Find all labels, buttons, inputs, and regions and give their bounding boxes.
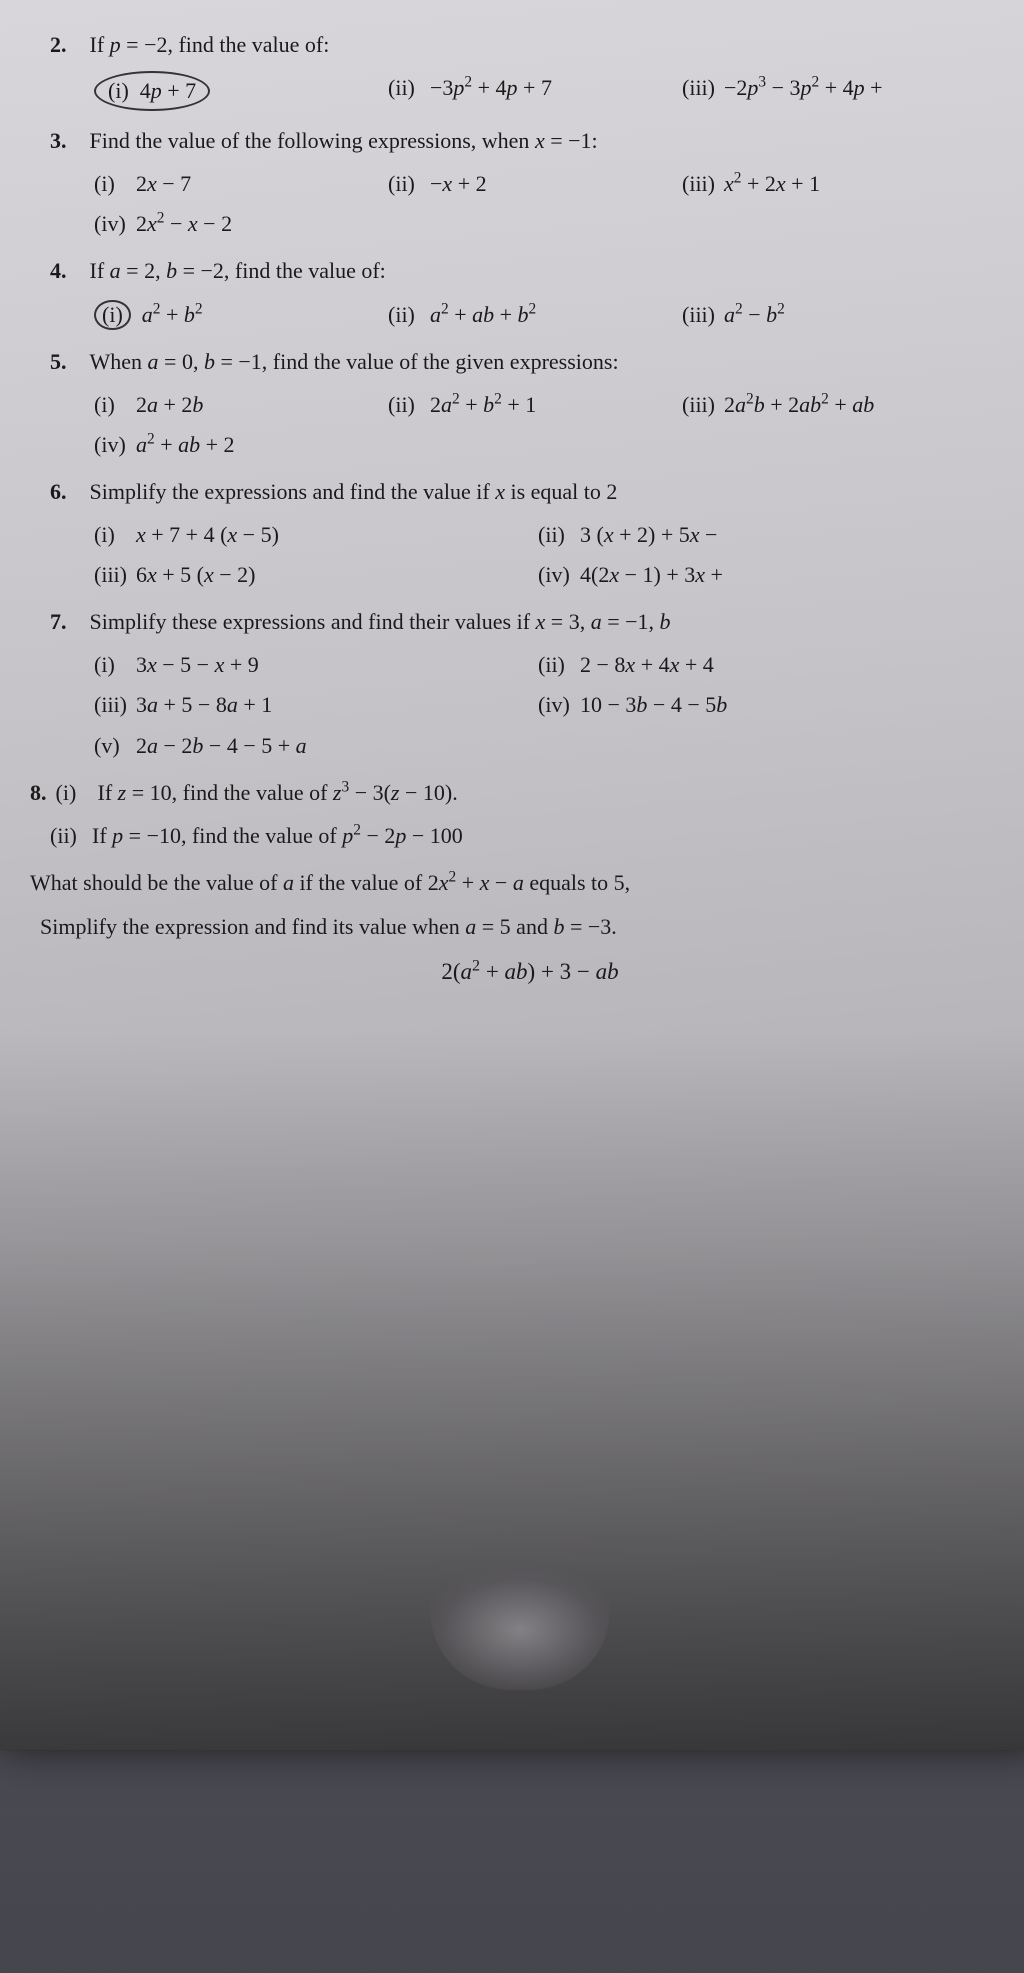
- q5-parts: (i)2a + 2b (ii)2a2 + b2 + 1 (iii)2a2b + …: [94, 385, 1010, 465]
- q3-part-iii: (iii)x2 + 2x + 1: [682, 167, 962, 201]
- qnum-7: 7.: [50, 605, 84, 639]
- q6-part-ii: (ii)3 (x + 2) + 5x −: [538, 518, 968, 552]
- q6-part-i: (i)x + 7 + 4 (x − 5): [94, 518, 524, 552]
- exercise-page: 2. If p = −2, find the value of: (i) 4p …: [0, 0, 1024, 1750]
- oval-mark: (i) 4p + 7: [94, 71, 210, 111]
- qnum-4: 4.: [50, 254, 84, 288]
- q7-part-iii: (iii)3a + 5 − 8a + 1: [94, 688, 524, 722]
- q5-part-ii: (ii)2a2 + b2 + 1: [388, 388, 668, 422]
- q2-part-iii: (iii)−2p3 − 3p2 + 4p +: [682, 71, 962, 111]
- qstem-5: When a = 0, b = −1, find the value of th…: [90, 345, 970, 379]
- q7-parts: (i)3x − 5 − x + 9 (ii)2 − 8x + 4x + 4 (i…: [94, 645, 1010, 765]
- q3-part-iv: (iv)2x2 − x − 2: [94, 207, 374, 241]
- question-5: 5. When a = 0, b = −1, find the value of…: [50, 345, 1010, 379]
- question-10: Simplify the expression and find its val…: [40, 910, 1010, 944]
- qnum-5: 5.: [50, 345, 84, 379]
- q3-parts: (i)2x − 7 (ii)−x + 2 (iii)x2 + 2x + 1 (i…: [94, 164, 1010, 244]
- q7-part-i: (i)3x − 5 − x + 9: [94, 648, 524, 682]
- qnum-6: 6.: [50, 475, 84, 509]
- question-7: 7. Simplify these expressions and find t…: [50, 605, 1010, 639]
- q8-part-ii: (ii)If p = −10, find the value of p2 − 2…: [50, 819, 910, 853]
- question-3: 3. Find the value of the following expre…: [50, 124, 1010, 158]
- qnum-2: 2.: [50, 28, 84, 62]
- q8-parts: (ii)If p = −10, find the value of p2 − 2…: [50, 816, 1010, 856]
- q2-part-ii: (ii)−3p2 + 4p + 7: [388, 71, 668, 111]
- q4-part-ii: (ii)a2 + ab + b2: [388, 298, 668, 332]
- q6-part-iv: (iv)4(2x − 1) + 3x +: [538, 558, 968, 592]
- roman: (ii): [388, 71, 430, 105]
- q2-part-i: (i) 4p + 7: [94, 71, 374, 111]
- q5-part-i: (i)2a + 2b: [94, 388, 374, 422]
- qstem-6: Simplify the expressions and find the va…: [90, 475, 970, 509]
- qstem-4: If a = 2, b = −2, find the value of:: [90, 254, 970, 288]
- question-2: 2. If p = −2, find the value of:: [50, 28, 1010, 62]
- q4-parts: (i) a2 + b2 (ii)a2 + ab + b2 (iii)a2 − b…: [94, 295, 1010, 335]
- q3-part-ii: (ii)−x + 2: [388, 167, 668, 201]
- qstem-3: Find the value of the following expressi…: [90, 124, 970, 158]
- q6-parts: (i)x + 7 + 4 (x − 5) (ii)3 (x + 2) + 5x …: [94, 515, 1010, 595]
- qstem-7: Simplify these expressions and find thei…: [90, 605, 970, 639]
- qnum-8: 8.: [30, 776, 50, 810]
- q8-part-i: (i)If z = 10, find the value of z3 − 3(z…: [56, 776, 936, 810]
- q7-part-ii: (ii)2 − 8x + 4x + 4: [538, 648, 968, 682]
- q3-part-i: (i)2x − 7: [94, 167, 374, 201]
- circled-mark: (i): [94, 300, 131, 330]
- qnum-3: 3.: [50, 124, 84, 158]
- q5-part-iv: (iv)a2 + ab + 2: [94, 428, 374, 462]
- q2-parts: (i) 4p + 7 (ii)−3p2 + 4p + 7 (iii)−2p3 −…: [94, 68, 1010, 114]
- page-curl: [430, 1570, 610, 1690]
- question-9: What should be the value of a if the val…: [30, 866, 1010, 900]
- q7-part-v: (v)2a − 2b − 4 − 5 + a: [94, 729, 524, 763]
- q6-part-iii: (iii)6x + 5 (x − 2): [94, 558, 524, 592]
- q4-part-i: (i) a2 + b2: [94, 298, 374, 332]
- roman: (iii): [682, 71, 724, 105]
- page-shadow: [0, 1030, 1024, 1750]
- q5-part-iii: (iii)2a2b + 2ab2 + ab: [682, 388, 962, 422]
- question-4: 4. If a = 2, b = −2, find the value of:: [50, 254, 1010, 288]
- q7-part-iv: (iv)10 − 3b − 4 − 5b: [538, 688, 968, 722]
- q10-formula: 2(a2 + ab) + 3 − ab: [50, 954, 1010, 990]
- question-8: 8. (i)If z = 10, find the value of z3 − …: [30, 776, 1010, 810]
- q4-part-iii: (iii)a2 − b2: [682, 298, 962, 332]
- question-6: 6. Simplify the expressions and find the…: [50, 475, 1010, 509]
- qstem-2: If p = −2, find the value of:: [90, 28, 970, 62]
